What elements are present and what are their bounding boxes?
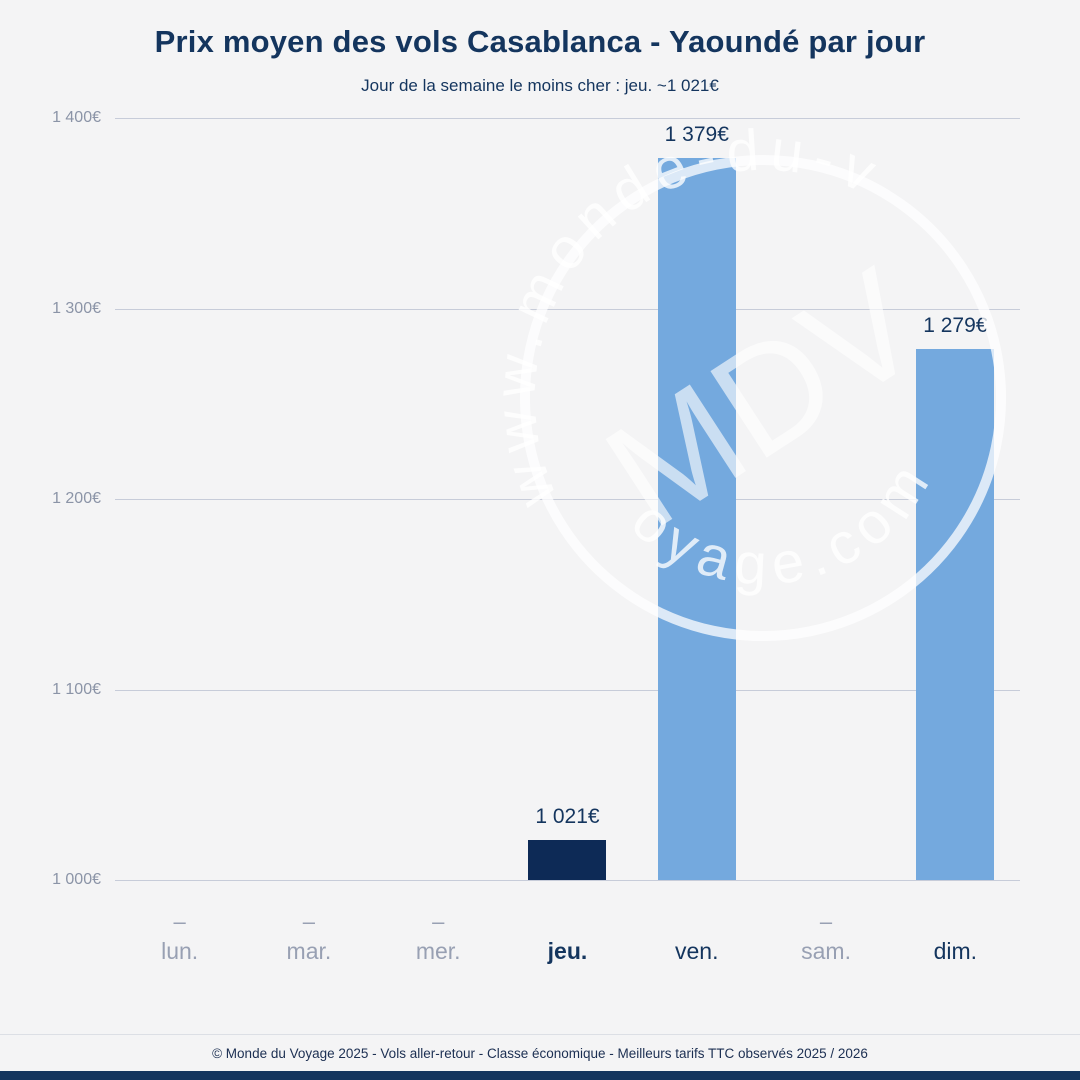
bar-dim [916,348,995,880]
gridline [115,118,1020,119]
y-tick-label: 1 300€ [52,299,101,317]
bar-column-sam [761,118,890,880]
y-tick-label: 1 100€ [52,680,101,698]
empty-marker: – [173,909,186,934]
x-axis-column: ven. [632,906,761,965]
x-tick-label-sam: sam. [801,938,851,964]
x-tick-label-dim: dim. [933,938,978,964]
footer: © Monde du Voyage 2025 - Vols aller-reto… [0,1034,1080,1071]
chart-subtitle: Jour de la semaine le moins cher : jeu. … [361,76,719,95]
bar-value-label: 1 379€ [664,123,729,147]
x-tick-label-mar: mar. [286,938,332,964]
x-axis: – lun. – mar. – mer. jeu. ven. – sam. dim. [115,906,1020,965]
gridline [115,880,1020,881]
empty-marker [891,906,1020,938]
plot-area: 1 000€ 1 100€ 1 200€ 1 300€ 1 400€ 1 021€ 1 3… [52,109,1020,888]
bar-value-label: 1 021€ [535,805,600,828]
x-axis-column: – sam. [761,906,890,965]
empty-marker: – [302,909,316,934]
empty-marker [632,906,761,938]
empty-marker: – [432,909,445,934]
x-axis-column: jeu. [503,906,632,965]
y-tick-label: 1 000€ [52,871,101,888]
bar-column-mar [244,118,373,880]
x-tick-label-lun: lun. [161,938,199,964]
gridline [115,689,1020,691]
bar-column-dim: 1 279€ [891,118,1020,880]
bars-layer: 1 021€ 1 379€ 1 279€ [115,118,1020,880]
x-axis-column: – lun. [115,906,244,965]
y-tick-label: 1 400€ [52,109,101,126]
x-tick-label-ven: ven. [675,938,719,964]
footer-accent-bar [0,1071,1080,1080]
bar-column-lun [115,118,244,880]
x-tick-label-jeu: jeu. [547,938,588,964]
x-tick-label-mer: mer. [415,938,461,964]
bar-value-label: 1 279€ [923,313,988,337]
empty-marker [503,906,632,938]
bar-column-jeu: 1 021€ [503,118,632,880]
x-axis-column: – mer. [374,906,503,965]
bar-ven [657,158,736,880]
y-tick-label: 1 200€ [52,490,101,507]
x-axis-column: dim. [891,906,1020,965]
footer-text: © Monde du Voyage 2025 - Vols aller-reto… [212,1045,868,1061]
x-axis-column: – mar. [244,906,373,965]
bar-column-ven: 1 379€ [632,118,761,880]
bar-jeu [528,840,607,880]
chart-title: Prix moyen des vols Casablanca - Yaoundé… [154,24,926,59]
empty-marker: – [819,909,833,934]
bar-column-mer [374,118,503,880]
